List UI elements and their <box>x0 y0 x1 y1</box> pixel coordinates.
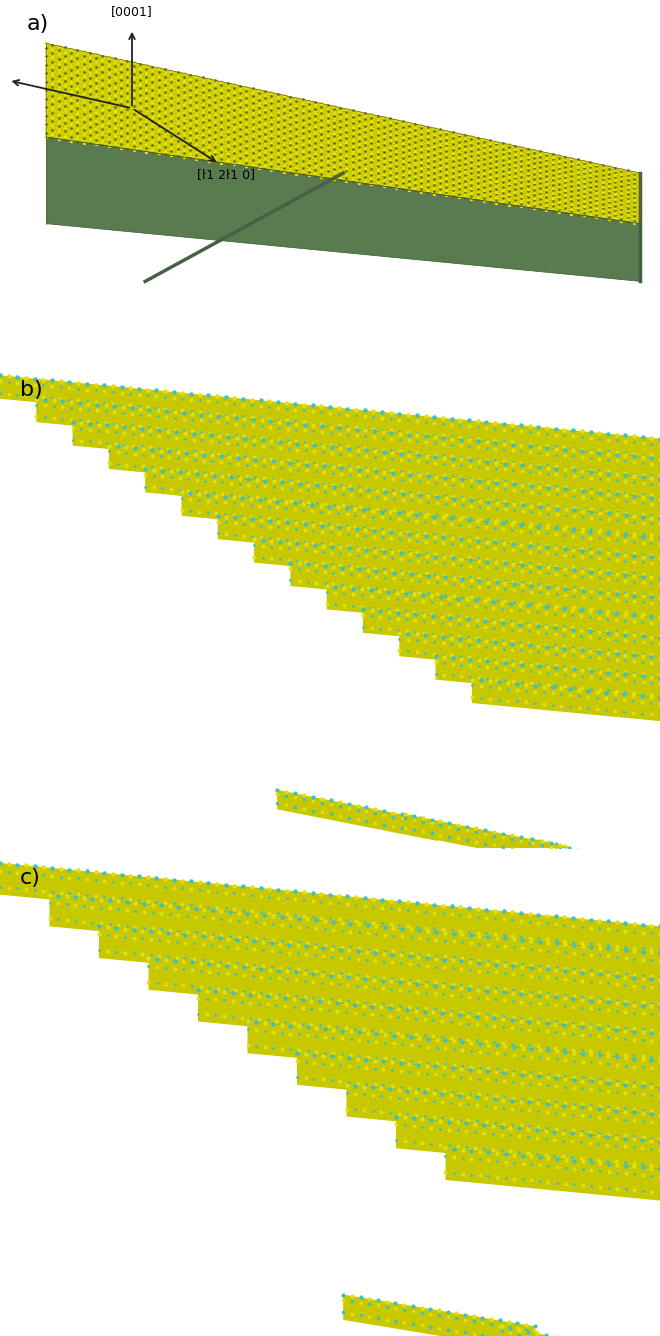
Text: [10ŀ1ŀ0]: [10ŀ1ŀ0] <box>0 73 1 86</box>
Polygon shape <box>198 990 660 1039</box>
Polygon shape <box>248 1022 660 1066</box>
Polygon shape <box>46 43 640 223</box>
Polygon shape <box>145 469 660 522</box>
Polygon shape <box>502 1327 660 1336</box>
Polygon shape <box>218 516 660 581</box>
Polygon shape <box>346 1085 660 1120</box>
Polygon shape <box>396 1117 660 1146</box>
Polygon shape <box>36 398 660 482</box>
Polygon shape <box>254 540 660 601</box>
Polygon shape <box>0 375 660 462</box>
Polygon shape <box>254 540 660 581</box>
Polygon shape <box>363 609 660 661</box>
Text: a): a) <box>26 15 49 35</box>
Polygon shape <box>148 958 660 1039</box>
Polygon shape <box>99 926 660 985</box>
Polygon shape <box>248 1022 660 1093</box>
Polygon shape <box>73 422 660 502</box>
Polygon shape <box>446 1148 660 1173</box>
Polygon shape <box>297 1053 660 1093</box>
Polygon shape <box>327 587 660 641</box>
Text: b): b) <box>20 381 42 401</box>
Polygon shape <box>73 422 660 482</box>
Text: c): c) <box>20 868 41 888</box>
Polygon shape <box>290 562 660 621</box>
Polygon shape <box>533 839 660 890</box>
Polygon shape <box>290 562 660 601</box>
Polygon shape <box>182 493 660 561</box>
Polygon shape <box>405 814 566 866</box>
Polygon shape <box>436 656 660 681</box>
Polygon shape <box>36 398 660 462</box>
Polygon shape <box>145 469 660 542</box>
Polygon shape <box>297 1053 660 1120</box>
Polygon shape <box>327 587 660 621</box>
Polygon shape <box>446 1148 660 1201</box>
Polygon shape <box>396 1117 660 1173</box>
Polygon shape <box>472 680 660 721</box>
Text: [0001]: [0001] <box>111 5 153 17</box>
Polygon shape <box>346 1085 660 1146</box>
Text: [ŀ1 2ŀ1 0]: [ŀ1 2ŀ1 0] <box>197 168 255 180</box>
Polygon shape <box>109 446 660 522</box>
Polygon shape <box>182 493 660 542</box>
Polygon shape <box>109 446 660 502</box>
Polygon shape <box>46 138 640 282</box>
Polygon shape <box>198 990 660 1066</box>
Polygon shape <box>148 958 660 1011</box>
Polygon shape <box>399 633 660 661</box>
Polygon shape <box>343 1295 535 1336</box>
Polygon shape <box>277 790 438 842</box>
Polygon shape <box>472 680 660 701</box>
Polygon shape <box>0 863 660 958</box>
Polygon shape <box>363 609 660 641</box>
Polygon shape <box>399 633 660 681</box>
Polygon shape <box>99 926 660 1011</box>
Polygon shape <box>436 656 660 701</box>
Polygon shape <box>50 895 660 985</box>
Polygon shape <box>50 895 660 958</box>
Polygon shape <box>218 516 660 561</box>
